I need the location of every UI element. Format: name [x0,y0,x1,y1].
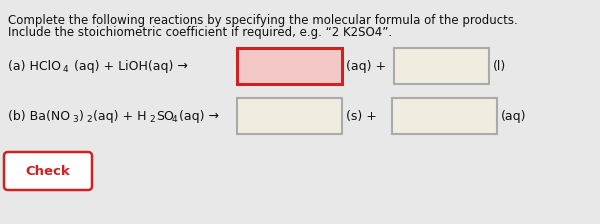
Text: 3: 3 [72,114,78,123]
Text: (b) Ba(NO: (b) Ba(NO [8,110,70,123]
Text: 4: 4 [172,114,178,123]
Text: 4: 4 [63,65,68,73]
Text: Check: Check [26,164,70,177]
Text: (aq) +: (aq) + [346,60,386,73]
Text: 2: 2 [86,114,92,123]
Text: ): ) [79,110,84,123]
Text: SO: SO [156,110,174,123]
Text: (aq) + H: (aq) + H [93,110,146,123]
Text: (aq) →: (aq) → [179,110,219,123]
Text: 2: 2 [149,114,155,123]
Text: (a) HClO: (a) HClO [8,60,61,73]
Bar [237,48,342,84]
Text: (l): (l) [493,60,506,73]
Text: Complete the following reactions by specifying the molecular formula of the prod: Complete the following reactions by spec… [8,14,518,27]
Text: Include the stoichiometric coefficient if required, e.g. “2 K2SO4”.: Include the stoichiometric coefficient i… [8,26,392,39]
Text: (s) +: (s) + [346,110,377,123]
Text: (aq) + LiOH(aq) →: (aq) + LiOH(aq) → [70,60,188,73]
Bar [237,98,342,134]
Bar [394,48,489,84]
FancyBboxPatch shape [4,152,92,190]
Text: (aq): (aq) [501,110,527,123]
Bar [392,98,497,134]
